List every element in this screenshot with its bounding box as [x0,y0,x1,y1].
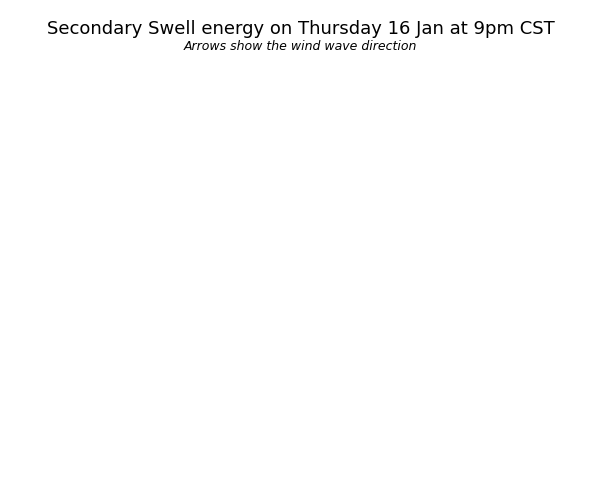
Text: Arrows show the wind wave direction: Arrows show the wind wave direction [184,40,417,53]
Text: Secondary Swell energy on Thursday 16 Jan at 9pm CST: Secondary Swell energy on Thursday 16 Ja… [47,20,554,39]
